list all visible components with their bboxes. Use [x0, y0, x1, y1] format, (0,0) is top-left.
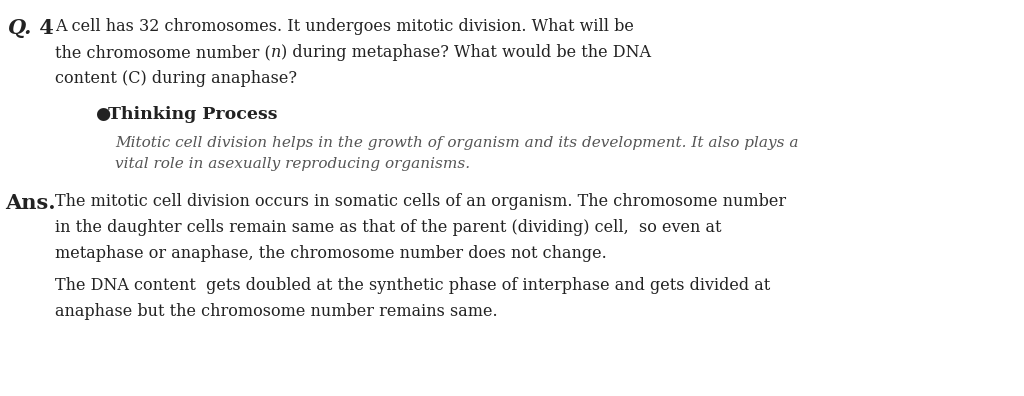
Text: content (C) during anaphase?: content (C) during anaphase?	[55, 70, 297, 87]
Text: The mitotic cell division occurs in somatic cells of an organism. The chromosome: The mitotic cell division occurs in soma…	[55, 193, 786, 210]
Text: Mitotic cell division helps in the growth of organism and its development. It al: Mitotic cell division helps in the growt…	[115, 136, 799, 150]
Text: A cell has 32 chromosomes. It undergoes mitotic division. What will be: A cell has 32 chromosomes. It undergoes …	[55, 18, 634, 35]
Text: vital role in asexually reproducing organisms.: vital role in asexually reproducing orga…	[115, 157, 470, 171]
Text: metaphase or anaphase, the chromosome number does not change.: metaphase or anaphase, the chromosome nu…	[55, 245, 607, 262]
Text: n: n	[270, 44, 281, 61]
Text: 4: 4	[32, 18, 54, 38]
Text: anaphase but the chromosome number remains same.: anaphase but the chromosome number remai…	[55, 303, 498, 320]
Text: The DNA content  gets doubled at the synthetic phase of interphase and gets divi: The DNA content gets doubled at the synt…	[55, 277, 770, 294]
Text: Thinking Process: Thinking Process	[108, 106, 278, 123]
Text: in the daughter cells remain same as that of the parent (dividing) cell,  so eve: in the daughter cells remain same as tha…	[55, 219, 722, 236]
Text: Q.: Q.	[8, 18, 33, 38]
Text: the chromosome number (: the chromosome number (	[55, 44, 270, 61]
Text: ●: ●	[95, 106, 111, 123]
Text: ) during metaphase? What would be the DNA: ) during metaphase? What would be the DN…	[281, 44, 651, 61]
Text: Ans.: Ans.	[5, 193, 55, 213]
